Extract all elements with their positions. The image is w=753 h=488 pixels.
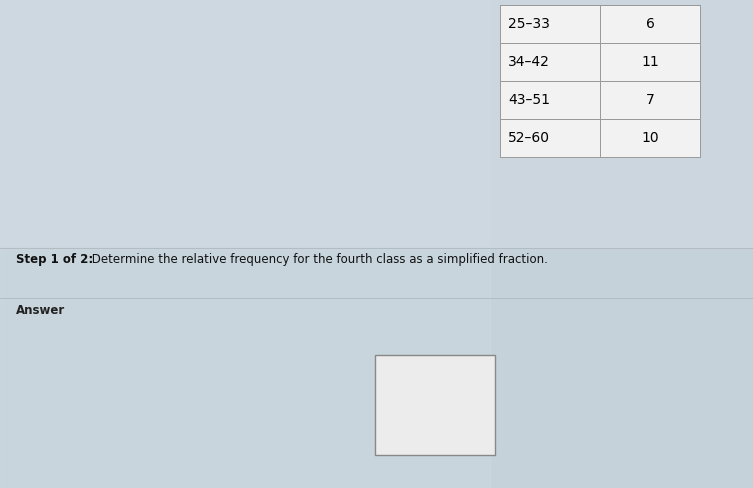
Bar (0, 0, 753, 248)
Text: 11: 11 (641, 55, 659, 69)
Bar (500, 43, 600, 81)
Bar (0, 248, 753, 488)
Bar (600, 119, 700, 157)
Text: 7: 7 (645, 93, 654, 107)
Text: 6: 6 (645, 17, 654, 31)
Bar (375, 355, 495, 455)
Text: Determine the relative frequency for the fourth class as a simplified fraction.: Determine the relative frequency for the… (88, 253, 548, 266)
Text: 52–60: 52–60 (508, 131, 550, 145)
Bar (500, 81, 600, 119)
Text: Answer: Answer (16, 304, 66, 317)
Bar (500, 5, 600, 43)
Bar (0, 0, 490, 488)
Bar (500, 119, 600, 157)
Text: Step 1 of 2:: Step 1 of 2: (16, 253, 93, 266)
Bar (600, 5, 700, 43)
Text: 43–51: 43–51 (508, 93, 550, 107)
Bar (600, 81, 700, 119)
Text: 25–33: 25–33 (508, 17, 550, 31)
Text: 34–42: 34–42 (508, 55, 550, 69)
Bar (600, 43, 700, 81)
Text: 10: 10 (642, 131, 659, 145)
